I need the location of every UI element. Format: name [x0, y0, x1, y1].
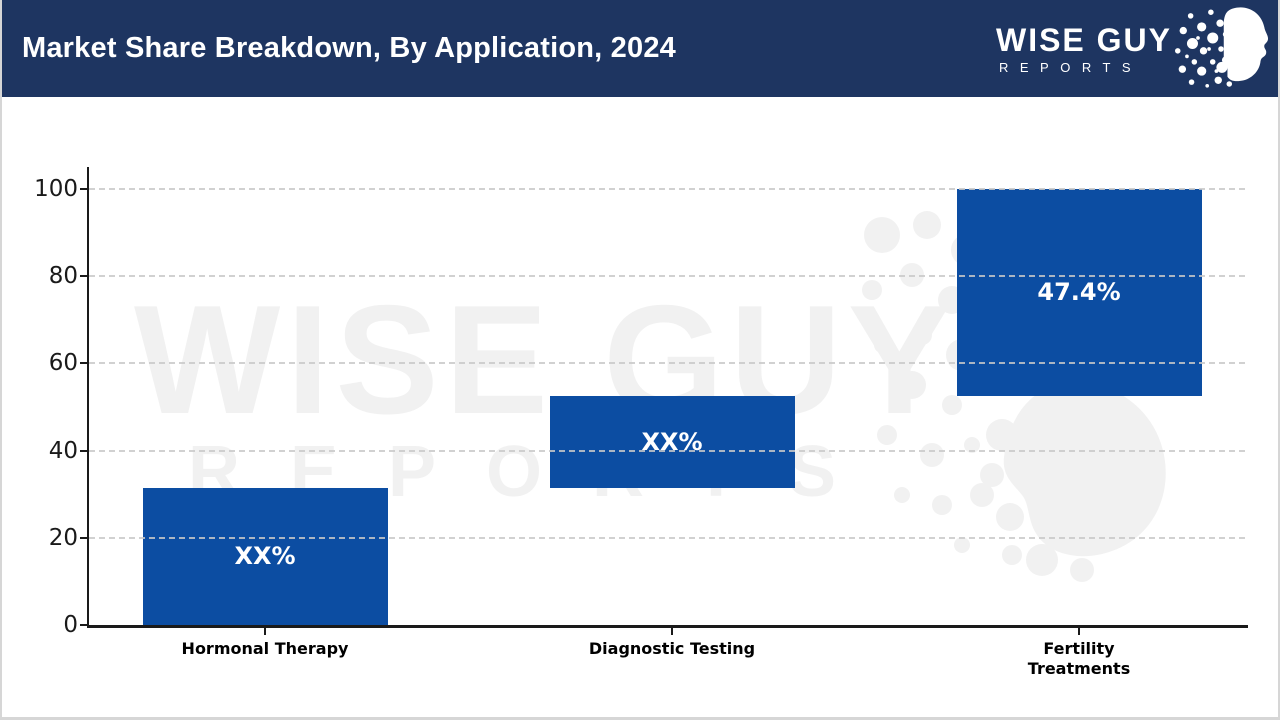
header-bar: Market Share Breakdown, By Application, …	[2, 0, 1278, 97]
logo-face-icon	[1175, 6, 1269, 88]
y-tick-mark	[80, 536, 89, 539]
x-tick-label: Hormonal Therapy	[181, 639, 349, 658]
y-tick-label: 100	[34, 176, 78, 202]
y-tick-label: 40	[48, 437, 78, 464]
gridline-40	[89, 449, 1248, 452]
y-tick-label: 0	[63, 612, 78, 638]
y-tick-mark	[80, 275, 89, 278]
bar-value-label: XX%	[641, 427, 703, 456]
bar-value-label: XX%	[234, 542, 296, 571]
gridline-80	[89, 275, 1248, 278]
x-tick-mark	[1078, 628, 1080, 635]
bar-value-label: 47.4%	[1037, 278, 1121, 307]
y-tick-mark	[80, 188, 89, 190]
x-tick-label: Fertility Treatments	[1027, 639, 1131, 678]
brand-name: WISE GUY	[995, 21, 1172, 58]
gridline-20	[89, 536, 1248, 539]
y-tick-label: 80	[48, 263, 78, 290]
x-tick-mark	[264, 628, 266, 635]
y-tick-label: 60	[48, 350, 78, 377]
watermark-text-wiseguy: WISE GUY	[134, 273, 958, 446]
bar-segment	[956, 189, 1202, 396]
gridline-100	[89, 188, 1248, 190]
page-title: Market Share Breakdown, By Application, …	[22, 32, 676, 64]
y-tick-mark	[80, 449, 89, 452]
y-axis-line	[87, 167, 89, 628]
gridline-60	[89, 362, 1248, 365]
y-tick-mark	[80, 362, 89, 365]
x-tick-label: Diagnostic Testing	[588, 639, 756, 658]
bar-segment	[549, 395, 795, 488]
x-tick-mark	[671, 628, 673, 635]
x-axis-line	[87, 625, 1248, 628]
y-tick-mark	[80, 624, 89, 626]
brand-subtitle: REPORTS	[998, 59, 1143, 75]
bar-segment	[142, 487, 388, 625]
brand-logo: WISE GUY REPORTS	[996, 3, 1276, 95]
y-tick-label: 20	[48, 524, 78, 551]
brand-logo-text: WISE GUY REPORTS	[996, 24, 1172, 74]
